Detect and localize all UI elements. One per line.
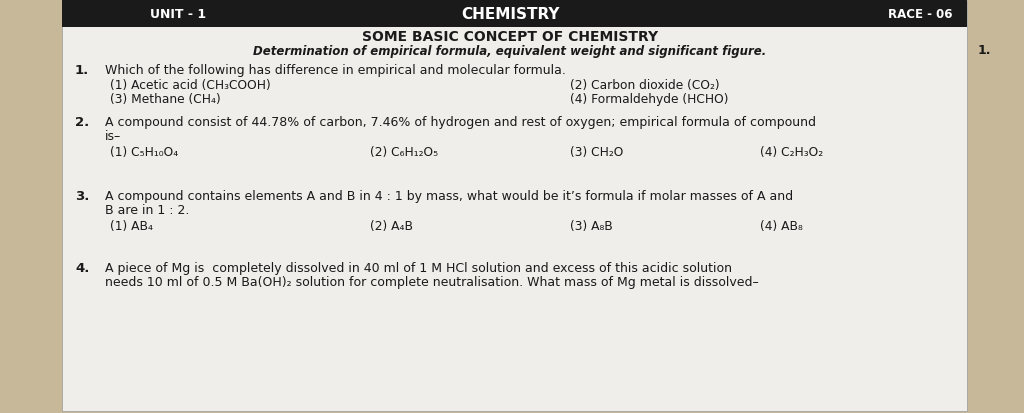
Text: (1) AB₄: (1) AB₄: [110, 219, 153, 233]
Text: Determination of empirical formula, equivalent weight and significant figure.: Determination of empirical formula, equi…: [253, 44, 767, 57]
FancyBboxPatch shape: [62, 2, 967, 411]
Text: A compound consist of 44.78% of carbon, 7.46% of hydrogen and rest of oxygen; em: A compound consist of 44.78% of carbon, …: [105, 116, 816, 129]
Text: 1.: 1.: [978, 44, 991, 57]
Text: (3) Methane (CH₄): (3) Methane (CH₄): [110, 93, 221, 106]
Text: A compound contains elements A and B in 4 : 1 by mass, what would be it’s formul: A compound contains elements A and B in …: [105, 190, 794, 202]
Text: (4) Formaldehyde (HCHO): (4) Formaldehyde (HCHO): [570, 93, 728, 106]
Text: (2) Carbon dioxide (CO₂): (2) Carbon dioxide (CO₂): [570, 79, 720, 92]
Text: (3) CH₂O: (3) CH₂O: [570, 146, 624, 159]
Text: is–: is–: [105, 130, 121, 142]
FancyBboxPatch shape: [62, 0, 967, 28]
Text: (2) A₄B: (2) A₄B: [370, 219, 413, 233]
Text: (2) C₆H₁₂O₅: (2) C₆H₁₂O₅: [370, 146, 438, 159]
Text: 4.: 4.: [75, 261, 89, 274]
Text: (4) C₂H₃O₂: (4) C₂H₃O₂: [760, 146, 823, 159]
Text: (1) Acetic acid (CH₃COOH): (1) Acetic acid (CH₃COOH): [110, 79, 270, 92]
Text: 2.: 2.: [75, 116, 89, 129]
Text: UNIT - 1: UNIT - 1: [150, 7, 206, 21]
Text: 1.: 1.: [75, 64, 89, 77]
Text: RACE - 06: RACE - 06: [888, 7, 952, 21]
Text: (1) C₅H₁₀O₄: (1) C₅H₁₀O₄: [110, 146, 178, 159]
Text: CHEMISTRY: CHEMISTRY: [461, 7, 559, 21]
Text: SOME BASIC CONCEPT OF CHEMISTRY: SOME BASIC CONCEPT OF CHEMISTRY: [361, 30, 658, 44]
Text: 3.: 3.: [75, 190, 89, 202]
Text: (3) A₈B: (3) A₈B: [570, 219, 612, 233]
Text: needs 10 ml of 0.5 M Ba(OH)₂ solution for complete neutralisation. What mass of : needs 10 ml of 0.5 M Ba(OH)₂ solution fo…: [105, 275, 759, 288]
Text: Which of the following has difference in empirical and molecular formula.: Which of the following has difference in…: [105, 64, 566, 77]
Text: A piece of Mg is  completely dissolved in 40 ml of 1 M HCl solution and excess o: A piece of Mg is completely dissolved in…: [105, 261, 732, 274]
Text: B are in 1 : 2.: B are in 1 : 2.: [105, 204, 189, 216]
Text: (4) AB₈: (4) AB₈: [760, 219, 803, 233]
